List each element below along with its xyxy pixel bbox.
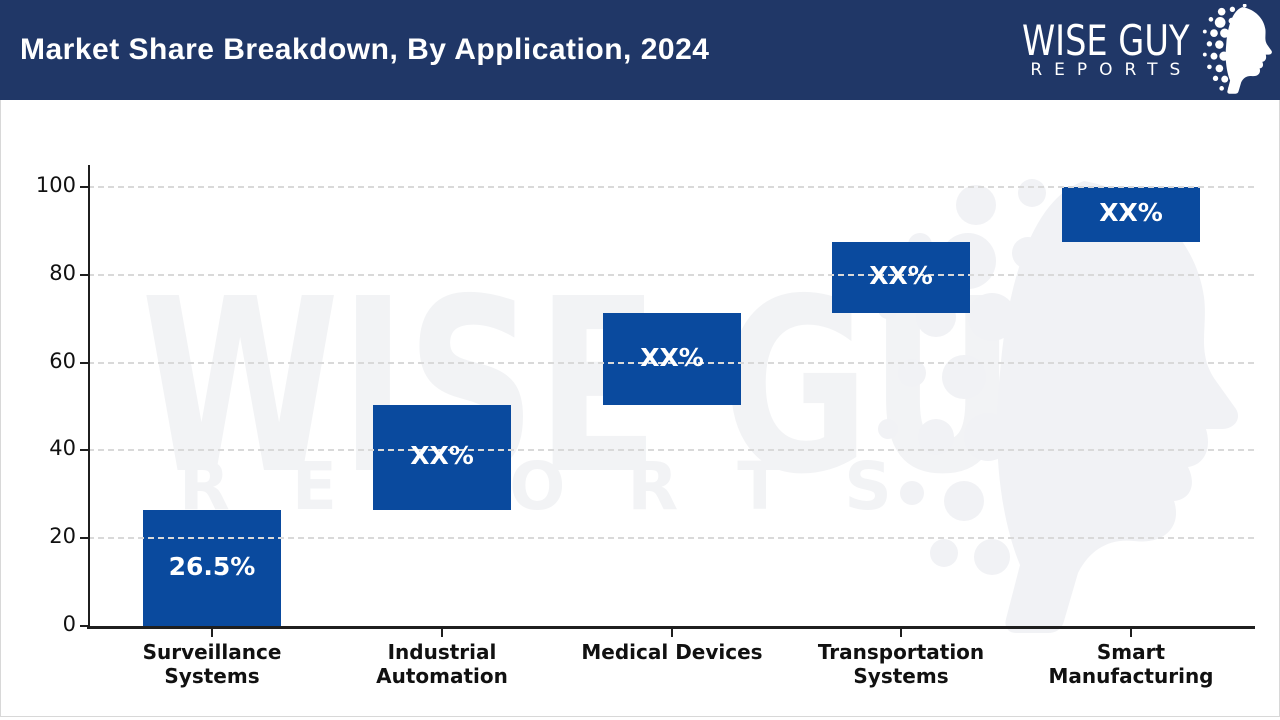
y-tick bbox=[80, 361, 88, 364]
y-tick bbox=[80, 537, 88, 540]
bar-segment bbox=[1062, 187, 1200, 242]
x-tick-label: Transportation Systems bbox=[791, 640, 1011, 688]
logo-face-icon bbox=[1202, 4, 1272, 94]
x-tick-label-line: Automation bbox=[376, 664, 508, 688]
y-tick bbox=[80, 186, 88, 188]
gridline bbox=[88, 186, 1254, 188]
bar-value-label: XX% bbox=[1099, 198, 1163, 228]
y-tick bbox=[80, 625, 88, 627]
logo-wordmark: WISE GUY REPORTS bbox=[1001, 16, 1210, 80]
y-tick bbox=[80, 449, 88, 452]
gridline bbox=[88, 537, 1254, 540]
x-tick-label-line: Systems bbox=[164, 664, 260, 688]
x-tick bbox=[441, 629, 443, 637]
bar-value-label: 26.5% bbox=[168, 551, 256, 581]
page-title: Market Share Breakdown, By Application, … bbox=[20, 33, 710, 66]
logo: WISE GUY REPORTS bbox=[1001, 4, 1278, 96]
x-tick-label: Smart Manufacturing bbox=[1021, 640, 1241, 688]
x-tick-label: Surveillance Systems bbox=[102, 640, 322, 688]
x-tick-label: Industrial Automation bbox=[332, 640, 552, 688]
x-tick-label-line: Manufacturing bbox=[1048, 664, 1214, 688]
gridline bbox=[88, 361, 1254, 364]
y-tick-label: 100 bbox=[35, 173, 76, 197]
header: Market Share Breakdown, By Application, … bbox=[0, 0, 1280, 100]
x-tick-label-line: Medical Devices bbox=[581, 640, 763, 664]
logo-brand-text: WISE GUY bbox=[1021, 16, 1190, 65]
bar-segment bbox=[603, 312, 741, 406]
x-tick-label-line: Smart bbox=[1096, 640, 1166, 664]
x-tick bbox=[671, 629, 673, 637]
bar-value-label: XX% bbox=[640, 343, 704, 373]
gridline bbox=[88, 273, 1254, 276]
y-axis-line bbox=[88, 165, 90, 628]
x-tick-label-line: Transportation bbox=[817, 640, 985, 664]
chart-card: WISE GUY REPORTS 26.5% XX% XX% XX% XX% 0 20 40 6… bbox=[0, 100, 1280, 717]
bar-value-label: XX% bbox=[410, 441, 474, 471]
bar-segment bbox=[832, 241, 970, 313]
x-tick bbox=[900, 629, 902, 637]
y-tick bbox=[80, 273, 88, 276]
x-tick bbox=[1130, 629, 1132, 637]
x-tick bbox=[211, 629, 213, 637]
logo-subtext: REPORTS bbox=[1030, 60, 1193, 80]
y-tick-label: 0 bbox=[62, 612, 76, 636]
watermark-subtext: REPORTS bbox=[179, 448, 954, 525]
x-tick-label-line: Systems bbox=[853, 664, 949, 688]
y-tick-label: 80 bbox=[49, 260, 76, 285]
x-tick-label-line: Surveillance bbox=[142, 640, 282, 664]
x-axis-line bbox=[87, 626, 1255, 629]
y-tick-label: 40 bbox=[49, 436, 76, 461]
x-tick-label: Medical Devices bbox=[562, 640, 782, 664]
y-tick-label: 20 bbox=[49, 524, 76, 549]
y-tick-label: 60 bbox=[49, 348, 76, 373]
bar-segment bbox=[373, 405, 511, 510]
bar-value-label: XX% bbox=[869, 261, 933, 291]
bar-segment bbox=[143, 509, 281, 626]
x-tick-label-line: Industrial bbox=[387, 640, 497, 664]
gridline bbox=[88, 449, 1254, 452]
